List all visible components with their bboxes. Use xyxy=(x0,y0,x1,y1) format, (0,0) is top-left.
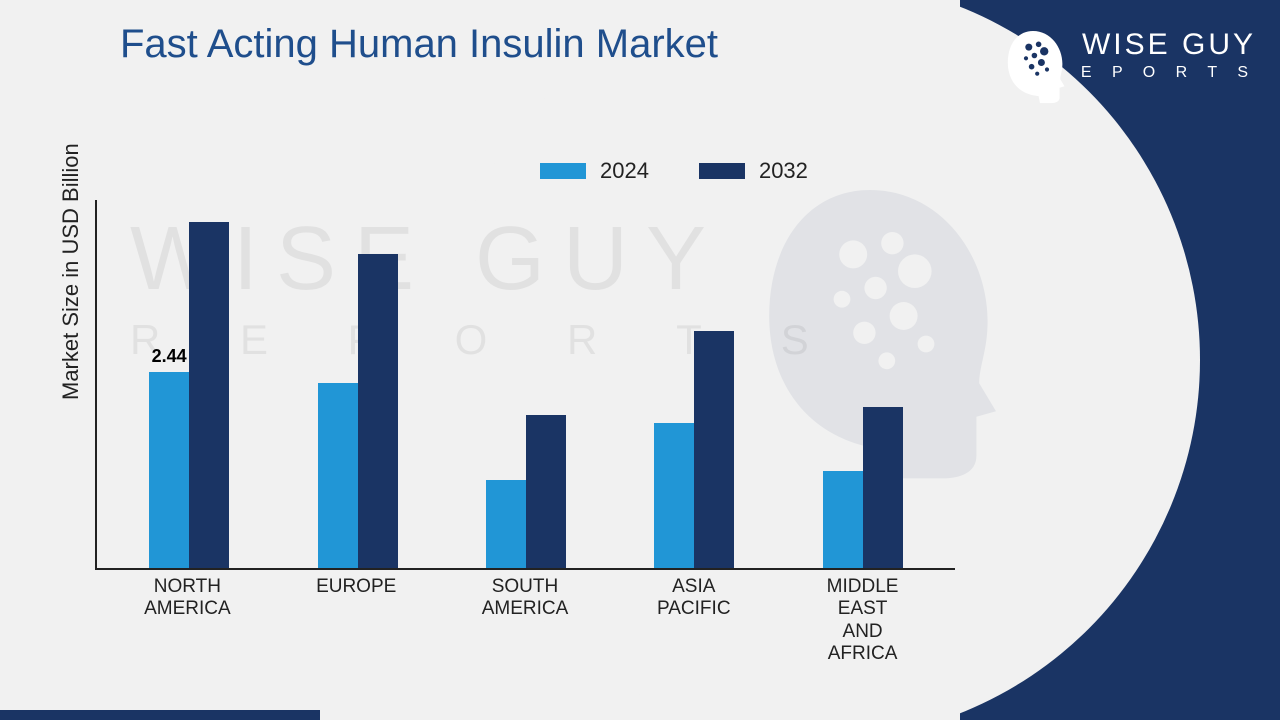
bar-2032 xyxy=(694,331,734,568)
legend-item-2024: 2024 xyxy=(540,158,649,184)
bar-2032 xyxy=(358,254,398,568)
legend-label-2032: 2032 xyxy=(759,158,808,184)
bar-2024: 2.44 xyxy=(149,372,189,568)
bar-2024 xyxy=(318,383,358,568)
legend: 2024 2032 xyxy=(540,158,808,184)
chart-title: Fast Acting Human Insulin Market xyxy=(120,22,718,67)
bar-2032 xyxy=(863,407,903,568)
x-axis-label: EUROPE xyxy=(291,576,421,666)
page-root: WISE GUY R E P O R T S WISE GUY R E P O … xyxy=(0,0,1280,720)
legend-swatch-2032 xyxy=(699,163,745,179)
brand-line2: R E P O R T S xyxy=(1049,64,1256,82)
chart-plot-area: 2.44 xyxy=(95,200,955,570)
x-axis-labels: NORTHAMERICA EUROPE SOUTHAMERICA ASIAPACIFI… xyxy=(95,576,955,666)
bar-group: 2.44 xyxy=(149,222,229,568)
legend-label-2024: 2024 xyxy=(600,158,649,184)
x-axis-label: ASIAPACIFIC xyxy=(629,576,759,666)
bar-group xyxy=(486,415,566,568)
legend-swatch-2024 xyxy=(540,163,586,179)
bar-2024 xyxy=(823,471,863,568)
y-axis-label: Market Size in USD Billion xyxy=(58,143,84,400)
x-axis-label: SOUTHAMERICA xyxy=(460,576,590,666)
x-axis-label: MIDDLEEASTANDAFRICA xyxy=(798,576,928,666)
bar-group xyxy=(318,254,398,568)
bar-2032 xyxy=(189,222,229,568)
bar-2024 xyxy=(654,423,694,568)
bar-groups: 2.44 xyxy=(97,200,955,568)
bar-group xyxy=(654,331,734,568)
bar-value-label: 2.44 xyxy=(152,346,187,367)
bar-group xyxy=(823,407,903,568)
bar-2032 xyxy=(526,415,566,568)
bar-2024 xyxy=(486,480,526,568)
brand-logo-text: WISE GUY R E P O R T S xyxy=(1049,28,1256,82)
legend-item-2032: 2032 xyxy=(699,158,808,184)
brand-line1: WISE GUY xyxy=(1049,28,1256,62)
bottom-accent-stripe xyxy=(0,710,320,720)
x-axis-label: NORTHAMERICA xyxy=(122,576,252,666)
